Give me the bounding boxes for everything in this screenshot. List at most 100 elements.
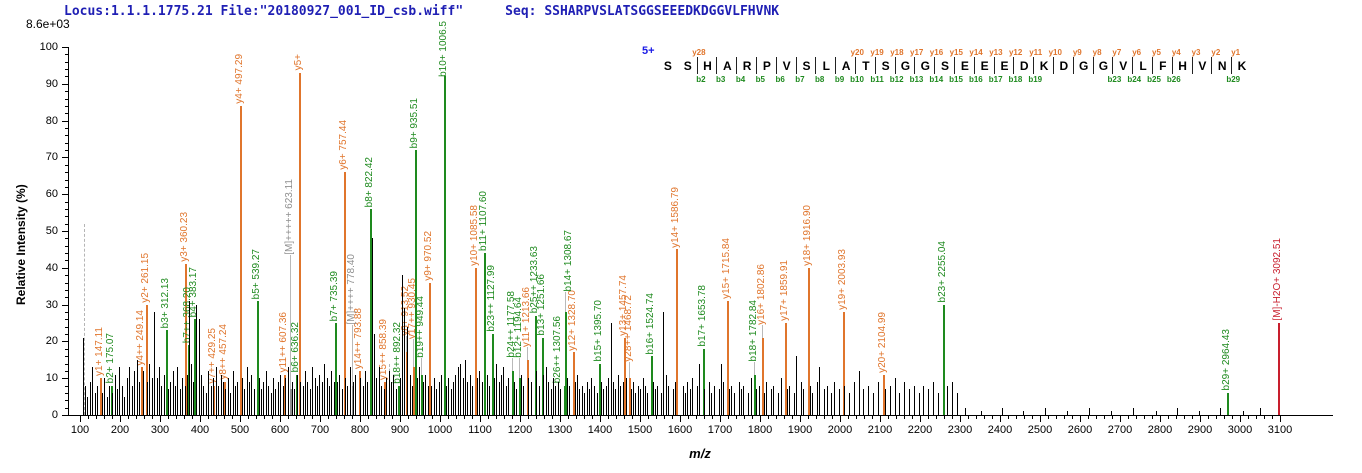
x-tick-minor [608,416,609,419]
peak [235,385,236,415]
fragment-boundary [953,57,955,74]
peak [347,385,349,415]
peak [555,385,557,415]
x-tick-minor [288,416,289,419]
x-tick-label: 1700 [707,424,733,436]
peak [723,381,725,415]
peak [420,374,423,415]
peak [486,374,488,415]
peak [689,389,691,415]
peak [633,381,634,415]
peak [360,378,362,415]
x-tick-minor [1184,416,1185,419]
peak [569,385,570,415]
peak [738,381,740,415]
fragment-boundary [1231,57,1233,74]
x-tick-minor [688,416,689,419]
x-tick-minor [832,416,833,419]
peak [526,359,529,415]
peak-label: b15+ 1395.70 [593,300,605,362]
y-tick-major [62,83,68,85]
x-tick-minor [936,416,937,419]
peak [608,378,610,415]
peak [817,381,818,415]
x-tick-major [120,416,121,422]
peak [603,389,605,415]
peak [339,374,341,415]
peak [287,367,289,415]
peak-label: b10+ 1006.5 [437,20,449,77]
peak [812,392,814,415]
peak-label: b7+ 735.39 [329,270,341,321]
x-tick-major [1080,416,1081,422]
peak [899,392,901,415]
y-ion-label: y20 [850,48,864,57]
y-tick-minor [65,172,68,174]
x-tick-minor [944,416,945,419]
peak [801,381,802,415]
b-ion-label: b11 [870,75,884,84]
x-tick-major [1160,416,1161,422]
y-tick-major [62,231,68,232]
peak-label: y8++ 457.24 [217,324,229,380]
x-tick-major [1280,416,1281,422]
x-tick-minor [696,416,697,419]
y-ion-label: y17 [910,48,924,57]
b-ion-label: b6 [775,75,785,84]
y-tick-minor [65,400,68,402]
peak-label: y1+ 147.11 [93,327,105,377]
b-ion-label: b8 [815,75,825,84]
x-tick-minor [1072,416,1073,419]
peak [663,312,665,415]
peak [750,378,752,415]
fragment-boundary [795,57,797,74]
peak [785,323,787,415]
peak [572,352,575,415]
x-tick-minor [592,416,593,419]
x-tick-minor [256,416,257,419]
y-tick-label: 10 [45,372,58,385]
peak [172,370,174,415]
y-ion-label: y13 [989,48,1003,57]
x-tick-minor [408,416,409,419]
seq-label: Seq: [505,4,537,19]
peak [445,385,447,415]
peak [422,381,424,415]
peak [889,385,891,415]
x-tick-minor [424,416,425,419]
label-leader-line [762,324,764,338]
peak [89,381,91,415]
peak [756,389,758,415]
x-tick-minor [384,416,385,419]
b-ion-label: b16 [968,75,983,84]
fragment-boundary [1033,57,1035,74]
peak [193,381,195,415]
x-axis: 100 200 300 400 500 600 700 800 900 1000 1100 1200 1… [68,416,1362,442]
x-tick-minor [904,416,905,419]
y-tick-label: 100 [39,41,58,53]
peak [581,385,583,415]
x-tick-minor [1008,416,1009,419]
peak [191,363,193,415]
x-tick-minor [1024,416,1025,419]
y-ion-label: y10 [1048,48,1062,57]
x-tick-label: 1100 [468,424,492,436]
y-ion-label: y19 [870,48,884,57]
x-tick-major [840,416,841,422]
peak [599,363,602,415]
peak-label: b3+ 312.13 [159,278,171,329]
peak [114,374,116,415]
peak-label: y17+ 1859.91 [779,260,790,321]
fragment-boundary [1191,57,1193,74]
peak [521,374,522,415]
peak [771,389,772,415]
y-tick-label: 0 [51,409,58,421]
x-tick-minor [744,416,745,419]
b-ion-label: b13 [909,75,924,84]
